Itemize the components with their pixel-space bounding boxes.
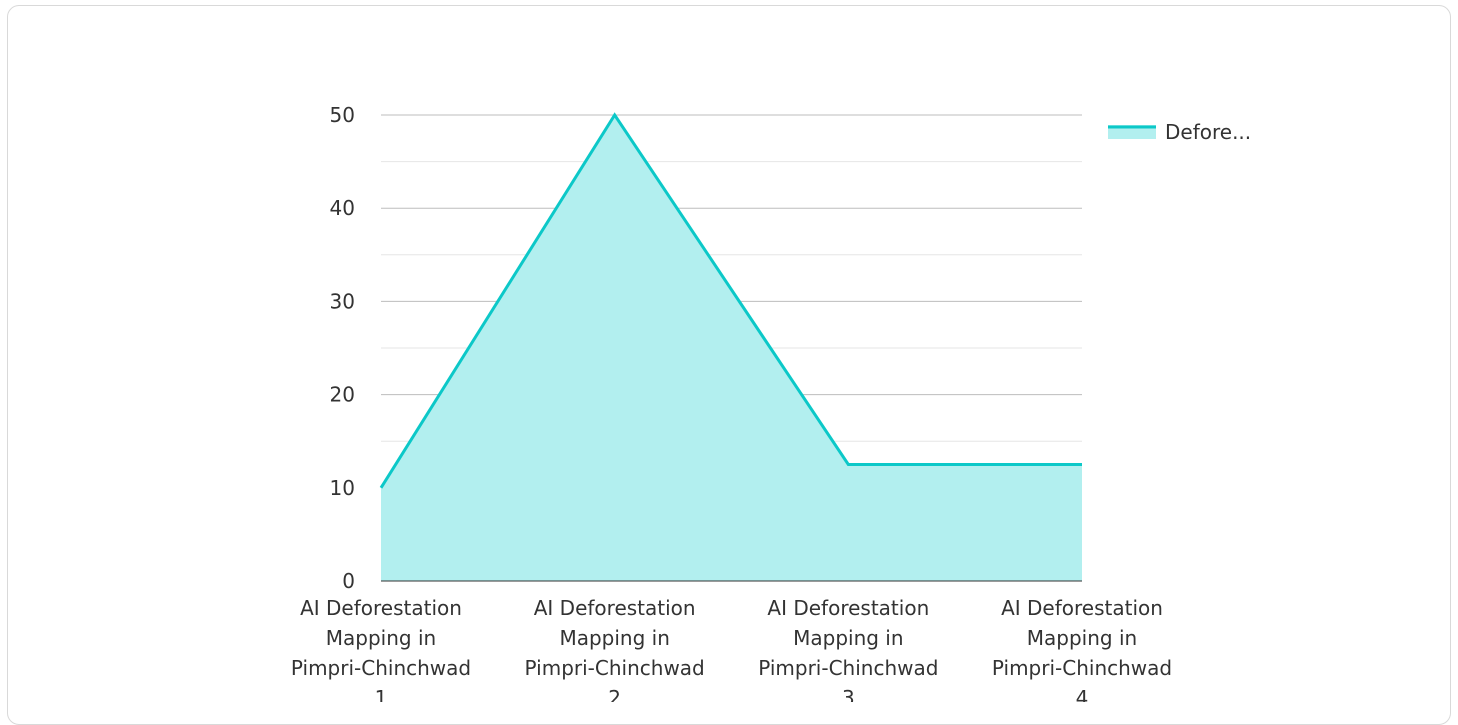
y-tick-label: 10 [330,476,355,500]
area-chart: 0 10 20 30 40 50 AI Deforestation Mapping in Pi… [291,103,1251,702]
y-axis-ticks: 0 10 20 30 40 50 [330,103,355,593]
x-axis-labels: AI Deforestation Mapping in Pimpri-Chinchw… [291,596,1172,702]
x-category-label: AI Deforestation Mapping in Pimpri-Chinchw… [758,596,938,702]
series-line [379,112,1082,489]
x-category-label: AI Deforestation Mapping in Pimpri-Chinchw… [525,596,705,702]
y-tick-label: 40 [330,196,355,220]
y-tick-label: 0 [342,569,355,593]
y-tick-label: 20 [330,383,355,407]
legend[interactable]: Defore... [1108,120,1251,144]
legend-label: Defore... [1165,120,1251,144]
y-tick-label: 30 [330,289,355,313]
x-category-label: AI Deforestation Mapping in Pimpri-Chinchw… [291,596,471,702]
y-tick-label: 50 [330,103,355,127]
x-category-label: AI Deforestation Mapping in Pimpri-Chinchw… [992,596,1172,702]
